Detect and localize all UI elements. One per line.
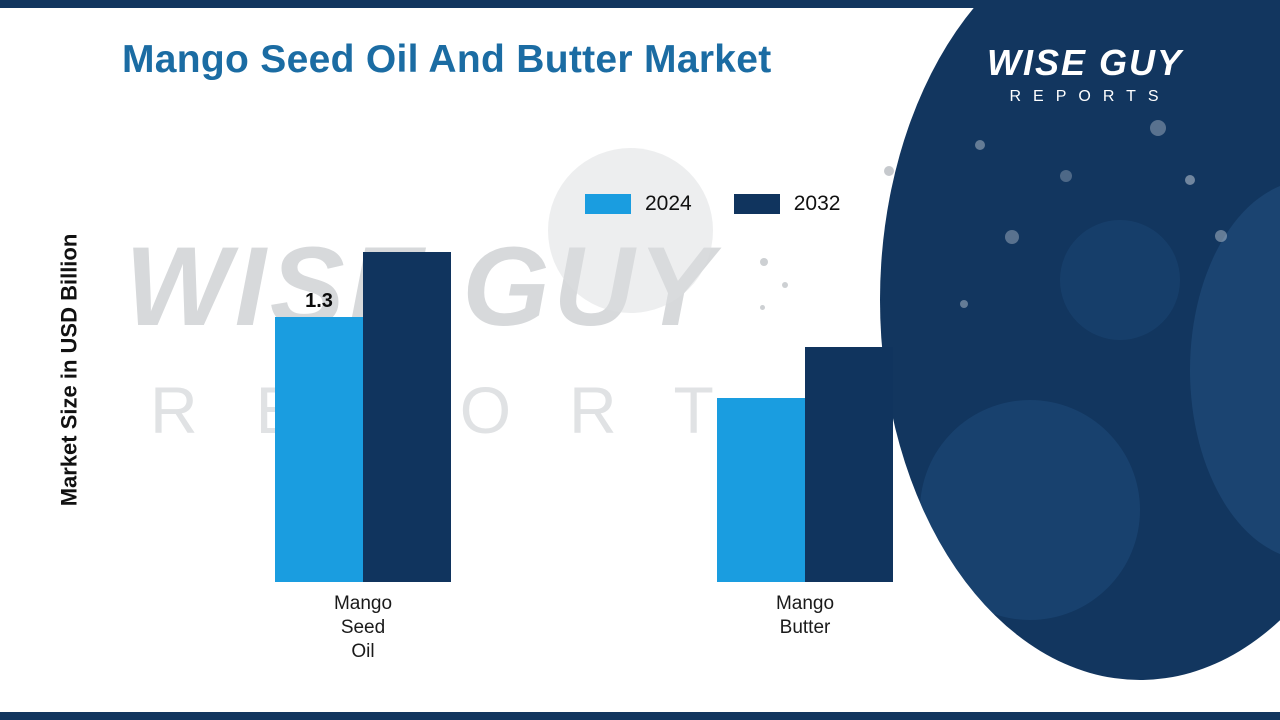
watermark-dot bbox=[760, 258, 768, 266]
bar-2032-mango-seed-oil bbox=[363, 252, 451, 582]
bar-2024-mango-butter bbox=[717, 398, 805, 582]
y-axis-label-wrap: Market Size in USD Billion bbox=[14, 60, 124, 680]
bar-group-mango-seed-oil: 1.3 Mango Seed Oil bbox=[275, 252, 451, 662]
page-title: Mango Seed Oil And Butter Market bbox=[122, 38, 772, 81]
watermark-circle bbox=[548, 148, 713, 313]
logo-tagline: REPORTS bbox=[1009, 88, 1171, 105]
brand-blob bbox=[880, 0, 1280, 680]
watermark-dot bbox=[782, 282, 788, 288]
blob-dot bbox=[1185, 175, 1195, 185]
bar-group-mango-butter: Mango Butter bbox=[717, 347, 893, 638]
legend-swatch-2024 bbox=[585, 194, 631, 214]
blob-bubble bbox=[1060, 220, 1180, 340]
y-axis-label: Market Size in USD Billion bbox=[56, 233, 82, 507]
top-banner-strip bbox=[0, 0, 1280, 8]
legend-swatch-2032 bbox=[733, 194, 780, 214]
blob-dot bbox=[1215, 230, 1227, 242]
bottom-banner-strip bbox=[0, 712, 1280, 720]
legend-item-2032: 2032 bbox=[733, 192, 841, 216]
blob-dot bbox=[1005, 230, 1019, 244]
bar-value-label: 1.3 bbox=[305, 290, 333, 312]
bar-2024-mango-seed-oil: 1.3 bbox=[275, 290, 363, 582]
legend: 2024 2032 bbox=[585, 192, 840, 216]
blob-dot bbox=[960, 300, 968, 308]
category-label-mango-seed-oil: Mango Seed Oil bbox=[333, 593, 393, 662]
legend-label-2032: 2032 bbox=[793, 192, 841, 215]
blob-dot bbox=[975, 140, 985, 150]
legend-label-2024: 2024 bbox=[645, 192, 692, 215]
blob-dot bbox=[1150, 120, 1166, 136]
blob-bubble bbox=[920, 400, 1140, 620]
blob-dot bbox=[1060, 170, 1072, 182]
watermark-dot bbox=[760, 305, 765, 310]
logo-wordmark: WISE GUY bbox=[986, 42, 1184, 83]
legend-item-2024: 2024 bbox=[585, 192, 692, 216]
logo: WISE GUY REPORTS bbox=[980, 42, 1190, 106]
decor-dot bbox=[884, 166, 894, 176]
bar-2032-mango-butter bbox=[805, 347, 893, 582]
category-label-mango-butter: Mango Butter bbox=[775, 593, 835, 638]
